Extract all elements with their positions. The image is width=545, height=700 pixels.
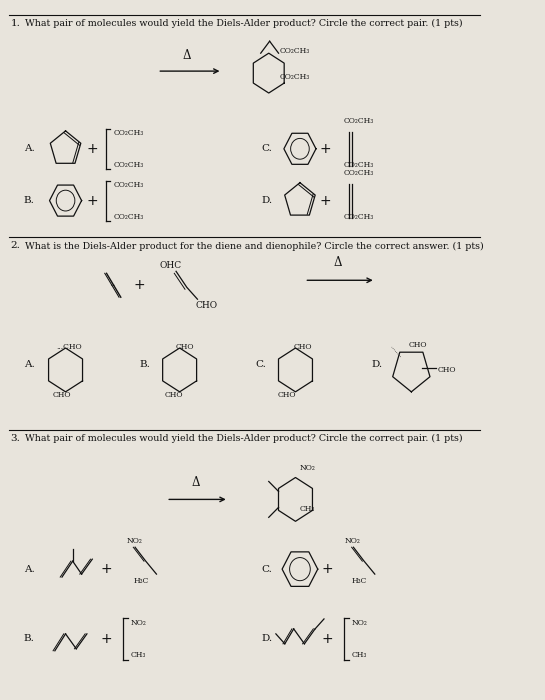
Text: +: +: [320, 142, 331, 156]
Text: CHO: CHO: [277, 391, 296, 399]
Text: NO₂: NO₂: [131, 619, 147, 627]
Text: CHO: CHO: [53, 391, 71, 399]
Text: NO₂: NO₂: [300, 463, 316, 472]
Text: H₃C: H₃C: [352, 577, 367, 585]
Text: A.: A.: [23, 565, 34, 573]
Text: CHO: CHO: [409, 341, 427, 349]
Text: B.: B.: [140, 360, 150, 370]
Text: B.: B.: [23, 196, 34, 205]
Text: CO₂CH₃: CO₂CH₃: [280, 73, 310, 81]
Text: CO₂CH₃: CO₂CH₃: [114, 129, 144, 137]
Text: OHC: OHC: [159, 261, 181, 270]
Text: What pair of molecules would yield the Diels-Alder product? Circle the correct p: What pair of molecules would yield the D…: [25, 20, 462, 29]
Text: +: +: [134, 279, 146, 293]
Text: NO₂: NO₂: [352, 619, 367, 627]
Text: B.: B.: [23, 634, 34, 643]
Text: C.: C.: [262, 565, 272, 573]
Text: 3.: 3.: [10, 434, 20, 442]
Text: CO₂CH₃: CO₂CH₃: [114, 181, 144, 189]
Text: 2.: 2.: [10, 241, 20, 251]
Text: +: +: [320, 194, 331, 208]
Text: D.: D.: [262, 196, 272, 205]
Text: NO₂: NO₂: [126, 537, 142, 545]
Text: +: +: [87, 194, 98, 208]
Text: 1.: 1.: [10, 20, 20, 28]
Text: A.: A.: [23, 360, 34, 370]
Text: CHO: CHO: [165, 391, 183, 399]
Text: CO₂CH₃: CO₂CH₃: [343, 161, 374, 169]
Text: +: +: [87, 142, 98, 156]
Text: CO₂CH₃: CO₂CH₃: [114, 161, 144, 169]
Text: CO₂CH₃: CO₂CH₃: [343, 213, 374, 220]
Text: Δ: Δ: [183, 49, 191, 62]
Text: What pair of molecules would yield the Diels-Alder product? Circle the correct p: What pair of molecules would yield the D…: [25, 434, 462, 443]
Text: CO₂CH₃: CO₂CH₃: [114, 213, 144, 220]
Text: +: +: [322, 562, 334, 576]
Text: Δ: Δ: [191, 477, 200, 489]
Text: CO₂CH₃: CO₂CH₃: [343, 117, 374, 125]
Text: CHO: CHO: [294, 343, 312, 351]
Text: A.: A.: [23, 144, 34, 153]
Text: NO₂: NO₂: [344, 537, 360, 545]
Text: C.: C.: [256, 360, 267, 370]
Text: D.: D.: [371, 360, 383, 370]
Text: H₃C: H₃C: [134, 577, 149, 585]
Text: C.: C.: [262, 144, 272, 153]
Text: CH₃: CH₃: [131, 651, 146, 659]
Text: CO₂CH₃: CO₂CH₃: [280, 47, 310, 55]
Text: CHO: CHO: [438, 366, 457, 374]
Text: +: +: [101, 562, 112, 576]
Text: CH₃: CH₃: [352, 651, 367, 659]
Text: CHO: CHO: [196, 301, 218, 310]
Text: CO₂CH₃: CO₂CH₃: [343, 169, 374, 176]
Text: D.: D.: [262, 634, 272, 643]
Text: Δ: Δ: [334, 256, 342, 270]
Text: ...CHO: ...CHO: [57, 343, 82, 351]
Text: CH₃: CH₃: [300, 505, 316, 513]
Text: CHO: CHO: [175, 343, 193, 351]
Text: What is the Diels-Alder product for the diene and dienophile? Circle the correct: What is the Diels-Alder product for the …: [25, 241, 483, 251]
Text: +: +: [322, 632, 334, 646]
Text: +: +: [101, 632, 112, 646]
